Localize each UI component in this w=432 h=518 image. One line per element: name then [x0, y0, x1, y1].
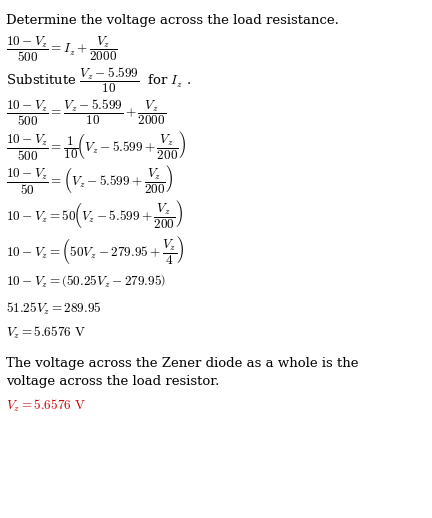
Text: $10 - V_z = \left(50V_z - 279.95 + \dfrac{V_z}{4}\right)$: $10 - V_z = \left(50V_z - 279.95 + \dfra…	[6, 235, 185, 266]
Text: $\dfrac{10-V_z}{50} = \left(V_z - 5.599 + \dfrac{V_z}{200}\right)$: $\dfrac{10-V_z}{50} = \left(V_z - 5.599 …	[6, 164, 174, 196]
Text: voltage across the load resistor.: voltage across the load resistor.	[6, 375, 220, 388]
Text: $V_z = 5.6576\ \mathrm{V}$: $V_z = 5.6576\ \mathrm{V}$	[6, 397, 86, 414]
Text: $10 - V_z = 50\!\left(V_z - 5.599 + \dfrac{V_z}{200}\right)$: $10 - V_z = 50\!\left(V_z - 5.599 + \dfr…	[6, 199, 184, 231]
Text: $51.25V_z = 289.95$: $51.25V_z = 289.95$	[6, 300, 102, 317]
Text: The voltage across the Zener diode as a whole is the: The voltage across the Zener diode as a …	[6, 356, 359, 370]
Text: Substitute $\dfrac{V_z-5.599}{10}$  for $I_z$ .: Substitute $\dfrac{V_z-5.599}{10}$ for $…	[6, 66, 191, 95]
Text: $\dfrac{10-V_z}{500} = \dfrac{1}{10}\!\left(V_z - 5.599 + \dfrac{V_z}{200}\right: $\dfrac{10-V_z}{500} = \dfrac{1}{10}\!\l…	[6, 130, 187, 162]
Text: $\dfrac{10-V_z}{500} = \dfrac{V_z-5.599}{10} + \dfrac{V_z}{2000}$: $\dfrac{10-V_z}{500} = \dfrac{V_z-5.599}…	[6, 97, 167, 127]
Text: $\dfrac{10-V_z}{500} = I_z + \dfrac{V_z}{2000}$: $\dfrac{10-V_z}{500} = I_z + \dfrac{V_z}…	[6, 35, 118, 64]
Text: Determine the voltage across the load resistance.: Determine the voltage across the load re…	[6, 14, 340, 27]
Text: $V_z = 5.6576\ \mathrm{V}$: $V_z = 5.6576\ \mathrm{V}$	[6, 324, 86, 341]
Text: $10 - V_z = \left(50.25V_z - 279.95\right)$: $10 - V_z = \left(50.25V_z - 279.95\righ…	[6, 274, 166, 290]
